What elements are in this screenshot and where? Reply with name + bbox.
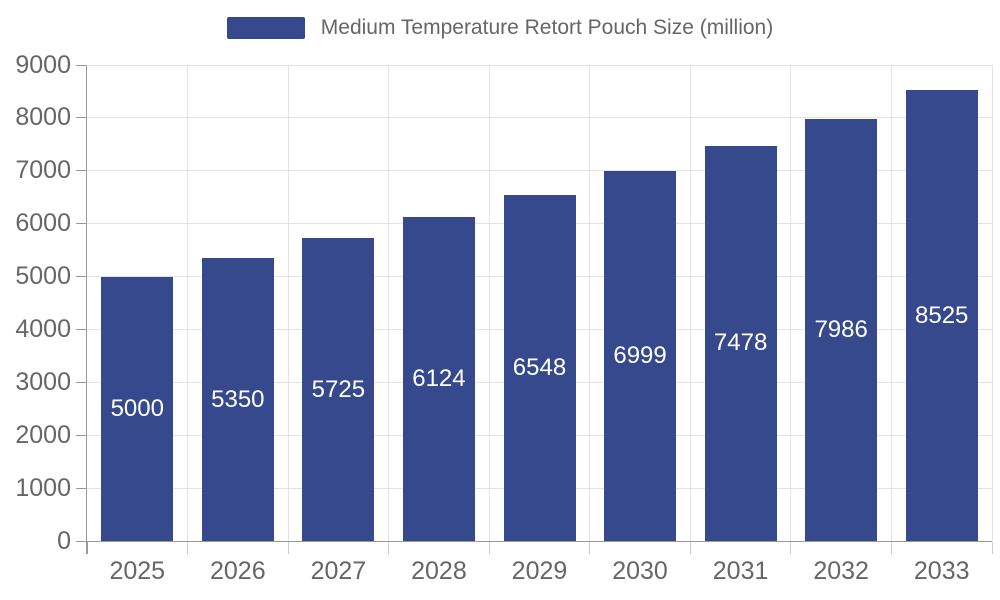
x-axis-tick-label: 2027 bbox=[310, 557, 367, 585]
bar-value-label: 7986 bbox=[814, 315, 868, 343]
y-axis-tick bbox=[76, 540, 86, 542]
x-axis-tick-label: 2025 bbox=[109, 557, 166, 585]
bar-value-label: 5000 bbox=[110, 394, 164, 422]
x-axis-tick bbox=[589, 542, 591, 554]
legend-label: Medium Temperature Retort Pouch Size (mi… bbox=[320, 16, 774, 39]
y-axis-tick bbox=[76, 381, 86, 383]
bar-2026[interactable]: 5350 bbox=[201, 258, 274, 541]
bar-2028[interactable]: 6124 bbox=[402, 217, 475, 541]
y-axis-tick-label: 3000 bbox=[15, 367, 71, 396]
x-axis-tick bbox=[86, 542, 88, 554]
gridline-horizontal bbox=[87, 64, 992, 66]
y-axis-tick-label: 5000 bbox=[15, 262, 71, 291]
y-axis-tick bbox=[76, 64, 86, 66]
plot-area: 0 1000 2000 3000 4000 5000 6000 7000 8000 9000 500… bbox=[15, 52, 993, 584]
bar-2025[interactable]: 5000 bbox=[101, 276, 174, 541]
gridline-vertical bbox=[689, 65, 691, 541]
gridline-vertical bbox=[890, 65, 892, 541]
x-axis-tick-label: 2029 bbox=[511, 557, 568, 585]
bar-value-label: 8525 bbox=[915, 301, 969, 329]
y-axis-tick bbox=[76, 223, 86, 225]
bar-value-label: 5725 bbox=[311, 375, 366, 403]
x-axis-tick-label: 2033 bbox=[913, 557, 970, 585]
x-axis-tick-label: 2026 bbox=[210, 557, 266, 585]
x-axis-tick bbox=[187, 542, 189, 554]
y-axis-tick-label: 1000 bbox=[15, 473, 71, 502]
x-axis-tick bbox=[790, 542, 792, 554]
y-axis-tick-label: 4000 bbox=[15, 314, 71, 343]
y-axis-tick bbox=[76, 276, 86, 278]
y-axis-tick-label: 6000 bbox=[15, 209, 71, 238]
y-axis-tick bbox=[76, 328, 86, 330]
x-axis-tick-label: 2031 bbox=[712, 557, 769, 585]
x-axis-tick-label: 2032 bbox=[813, 557, 869, 585]
legend-item[interactable]: Medium Temperature Retort Pouch Size (mi… bbox=[0, 16, 1000, 40]
bar-2032[interactable]: 7986 bbox=[805, 118, 878, 541]
y-axis-tick-label: 0 bbox=[57, 526, 71, 555]
legend-swatch bbox=[226, 17, 305, 39]
gridline-vertical bbox=[187, 65, 189, 541]
y-axis-line bbox=[86, 65, 87, 554]
gridline-horizontal bbox=[87, 117, 992, 119]
bar-value-label: 6999 bbox=[613, 341, 667, 369]
x-axis-tick-label: 2028 bbox=[411, 557, 467, 585]
y-axis-tick-label: 9000 bbox=[15, 50, 71, 79]
x-axis-tick bbox=[287, 542, 289, 554]
y-axis-tick bbox=[76, 117, 86, 119]
gridline-vertical bbox=[287, 65, 289, 541]
y-axis-tick bbox=[76, 434, 86, 436]
gridline-vertical bbox=[589, 65, 591, 541]
bar-2033[interactable]: 8525 bbox=[905, 90, 978, 541]
gridline-vertical bbox=[790, 65, 792, 541]
gridline-horizontal bbox=[87, 170, 992, 172]
bar-value-label: 7478 bbox=[713, 329, 768, 357]
bar-2029[interactable]: 6548 bbox=[503, 194, 576, 541]
x-axis-tick bbox=[991, 542, 993, 554]
y-axis-tick-label: 8000 bbox=[15, 103, 71, 132]
bar-value-label: 6548 bbox=[512, 353, 567, 381]
gridline-vertical bbox=[488, 65, 490, 541]
bar-2031[interactable]: 7478 bbox=[704, 145, 777, 541]
bar-value-label: 6124 bbox=[412, 365, 466, 393]
y-axis-tick-label: 7000 bbox=[15, 156, 71, 185]
gridline-vertical bbox=[991, 65, 993, 541]
x-axis-tick bbox=[689, 542, 691, 554]
bar-2030[interactable]: 6999 bbox=[604, 170, 677, 541]
y-axis-tick bbox=[76, 170, 86, 172]
gridline-vertical bbox=[388, 65, 390, 541]
x-axis-tick-label: 2030 bbox=[612, 557, 668, 585]
x-axis-tick bbox=[388, 542, 390, 554]
bar-value-label: 5350 bbox=[211, 385, 265, 413]
y-axis-tick bbox=[76, 487, 86, 489]
y-axis-tick-label: 2000 bbox=[15, 420, 71, 449]
bar-2027[interactable]: 5725 bbox=[302, 238, 375, 541]
x-axis-line bbox=[86, 541, 992, 542]
x-axis-tick bbox=[890, 542, 892, 554]
x-axis-tick bbox=[488, 542, 490, 554]
